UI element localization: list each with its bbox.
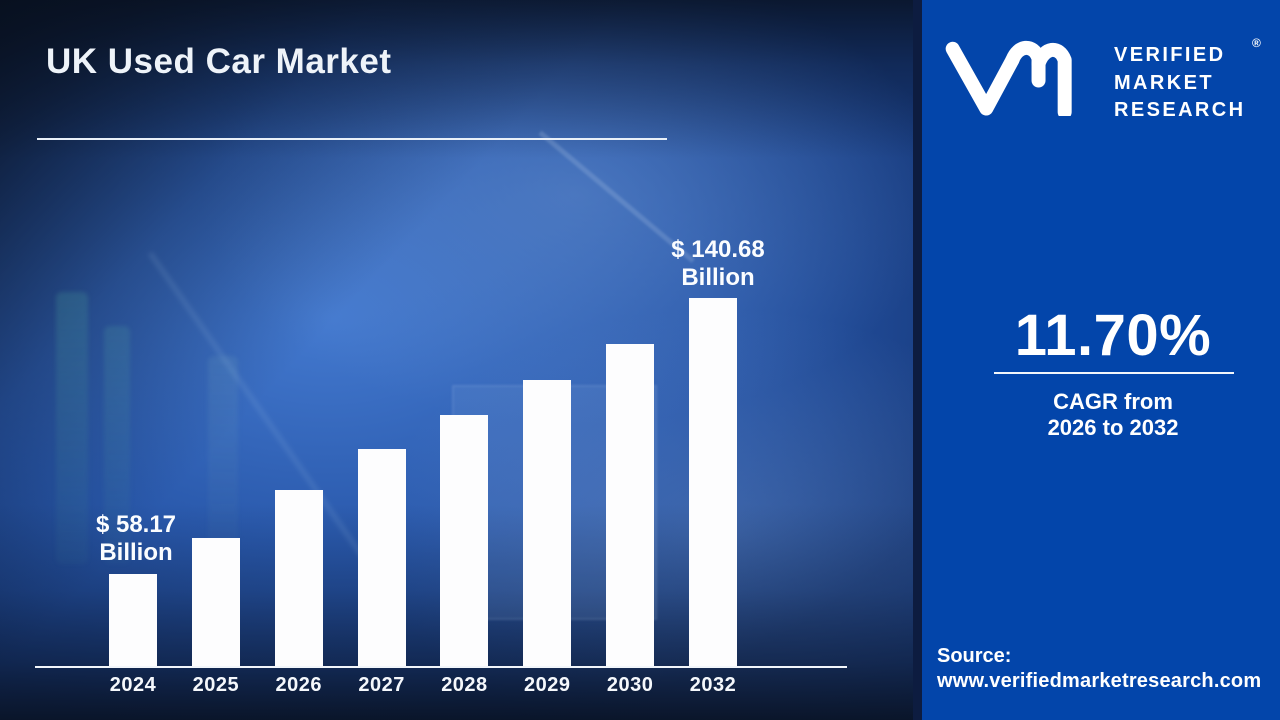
value-label-line: $ 140.68	[671, 236, 765, 263]
registered-trademark-icon: ®	[1252, 36, 1261, 50]
x-axis-label-2024: 2024	[109, 674, 157, 696]
value-label-line: Billion	[681, 264, 755, 291]
value-label-line: Billion	[99, 539, 173, 566]
value-label-2032: $ 140.68 Billion	[633, 236, 803, 292]
source-label: Source:	[937, 645, 1012, 667]
x-axis-label-2028: 2028	[441, 674, 488, 696]
page-title: UK Used Car Market	[46, 42, 392, 81]
source-url-link[interactable]: www.verifiedmarketresearch.com	[937, 670, 1262, 692]
x-axis-label-2026: 2026	[275, 674, 322, 696]
vmr-logo-icon	[945, 40, 1072, 116]
bar-2028	[440, 415, 489, 666]
chart-section: UK Used Car Market $ 58.17 Billion $ 140…	[0, 0, 913, 720]
source-block: Source: www.verifiedmarketresearch.com	[937, 644, 1261, 694]
bar-2025	[191, 538, 240, 666]
brand-name-line: VERIFIED	[1114, 44, 1226, 66]
cagr-label-line: CAGR from	[1053, 389, 1173, 414]
x-axis-label-2025: 2025	[192, 674, 240, 696]
bar-2027	[357, 449, 406, 666]
cagr-label: CAGR from 2026 to 2032	[922, 389, 1280, 441]
bar-2024	[109, 574, 157, 666]
x-axis	[35, 666, 847, 668]
cagr-label-line: 2026 to 2032	[1047, 415, 1179, 440]
value-label-2024: $ 58.17 Billion	[51, 511, 221, 567]
x-axis-label-2032: 2032	[689, 674, 737, 696]
bar-2032	[689, 298, 738, 666]
bar-2029	[523, 380, 572, 666]
brand-name: VERIFIED MARKET RESEARCH	[1114, 42, 1245, 125]
bar-2030	[606, 344, 655, 666]
bar-2026	[274, 490, 323, 666]
x-axis-label-2027: 2027	[358, 674, 405, 696]
cagr-underline	[994, 372, 1234, 374]
bar-chart: $ 58.17 Billion $ 140.68 Billion 2024 202…	[35, 236, 847, 696]
cagr-value: 11.70%	[1014, 303, 1212, 368]
title-underline	[37, 138, 667, 140]
x-axis-label-2029: 2029	[524, 674, 571, 696]
brand-name-line: MARKET	[1114, 71, 1214, 94]
brand-name-line: RESEARCH	[1114, 99, 1246, 121]
brand-panel: VERIFIED MARKET RESEARCH ® 11.70% CAGR f…	[922, 0, 1280, 720]
x-axis-label-2030: 2030	[606, 674, 654, 696]
section-divider	[913, 0, 922, 720]
value-label-line: $ 58.17	[95, 511, 177, 538]
